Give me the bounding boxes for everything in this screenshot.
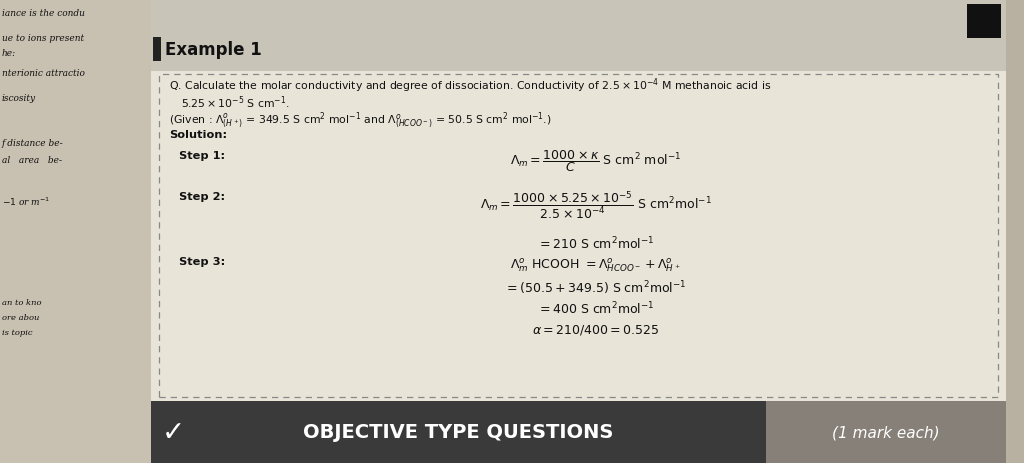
Text: $\Lambda_m = \dfrac{1000 \times \kappa}{C}$ S cm$^2$ mol$^{-1}$: $\Lambda_m = \dfrac{1000 \times \kappa}{… — [510, 148, 681, 174]
Text: $\Lambda^{o}_m$ HCOOH $= \Lambda^{o}_{HCOO^-} + \Lambda^{o}_{H^+}$: $\Lambda^{o}_m$ HCOOH $= \Lambda^{o}_{HC… — [510, 257, 681, 275]
FancyBboxPatch shape — [967, 5, 1001, 39]
FancyBboxPatch shape — [151, 0, 1006, 72]
Text: Step 1:: Step 1: — [179, 150, 225, 161]
Text: ✓: ✓ — [162, 418, 184, 446]
Text: f distance be-: f distance be- — [2, 139, 63, 148]
Text: ue to ions present: ue to ions present — [2, 34, 84, 43]
Text: $\alpha = 210/400 = 0.525$: $\alpha = 210/400 = 0.525$ — [531, 322, 659, 336]
Text: al   area   be-: al area be- — [2, 156, 62, 165]
Text: OBJECTIVE TYPE QUESTIONS: OBJECTIVE TYPE QUESTIONS — [303, 423, 613, 442]
Text: iscosity: iscosity — [2, 94, 36, 103]
Text: $= 210$ S cm$^2$mol$^{-1}$: $= 210$ S cm$^2$mol$^{-1}$ — [537, 236, 654, 252]
Text: Step 3:: Step 3: — [179, 257, 225, 266]
Text: $= (50.5 + 349.5)$ S cm$^2$mol$^{-1}$: $= (50.5 + 349.5)$ S cm$^2$mol$^{-1}$ — [505, 278, 687, 296]
Text: $= 400$ S cm$^2$mol$^{-1}$: $= 400$ S cm$^2$mol$^{-1}$ — [537, 300, 654, 317]
FancyBboxPatch shape — [153, 38, 161, 62]
Text: he:: he: — [2, 49, 16, 58]
Text: $\Lambda_m = \dfrac{1000 \times 5.25 \times 10^{-5}}{2.5 \times 10^{-4}}$ S cm$^: $\Lambda_m = \dfrac{1000 \times 5.25 \ti… — [479, 188, 712, 220]
Text: Example 1: Example 1 — [165, 41, 262, 59]
Text: (1 mark each): (1 mark each) — [833, 425, 940, 439]
Text: ore abou: ore abou — [2, 313, 39, 321]
Text: $-1$ or m$^{-1}$: $-1$ or m$^{-1}$ — [2, 195, 50, 208]
Text: Step 2:: Step 2: — [179, 192, 225, 201]
Text: is topic: is topic — [2, 328, 33, 336]
FancyBboxPatch shape — [151, 401, 766, 463]
Text: $5.25 \times 10^{-5}$ S cm$^{-1}$.: $5.25 \times 10^{-5}$ S cm$^{-1}$. — [181, 94, 290, 110]
FancyBboxPatch shape — [766, 401, 1006, 463]
FancyBboxPatch shape — [151, 72, 1006, 401]
Text: iance is the condu: iance is the condu — [2, 9, 85, 18]
FancyBboxPatch shape — [1006, 0, 1024, 463]
Text: Q. Calculate the molar conductivity and degree of dissociation. Conductivity of : Q. Calculate the molar conductivity and … — [169, 76, 771, 94]
Text: (Given : $\Lambda^{o}_{(H^+)}$ = 349.5 S cm$^2$ mol$^{-1}$ and $\Lambda^{o}_{(HC: (Given : $\Lambda^{o}_{(H^+)}$ = 349.5 S… — [169, 111, 552, 131]
Text: Solution:: Solution: — [169, 130, 227, 140]
FancyBboxPatch shape — [0, 0, 151, 463]
Text: an to kno: an to kno — [2, 298, 42, 307]
Text: nterionic attractio: nterionic attractio — [2, 69, 85, 78]
